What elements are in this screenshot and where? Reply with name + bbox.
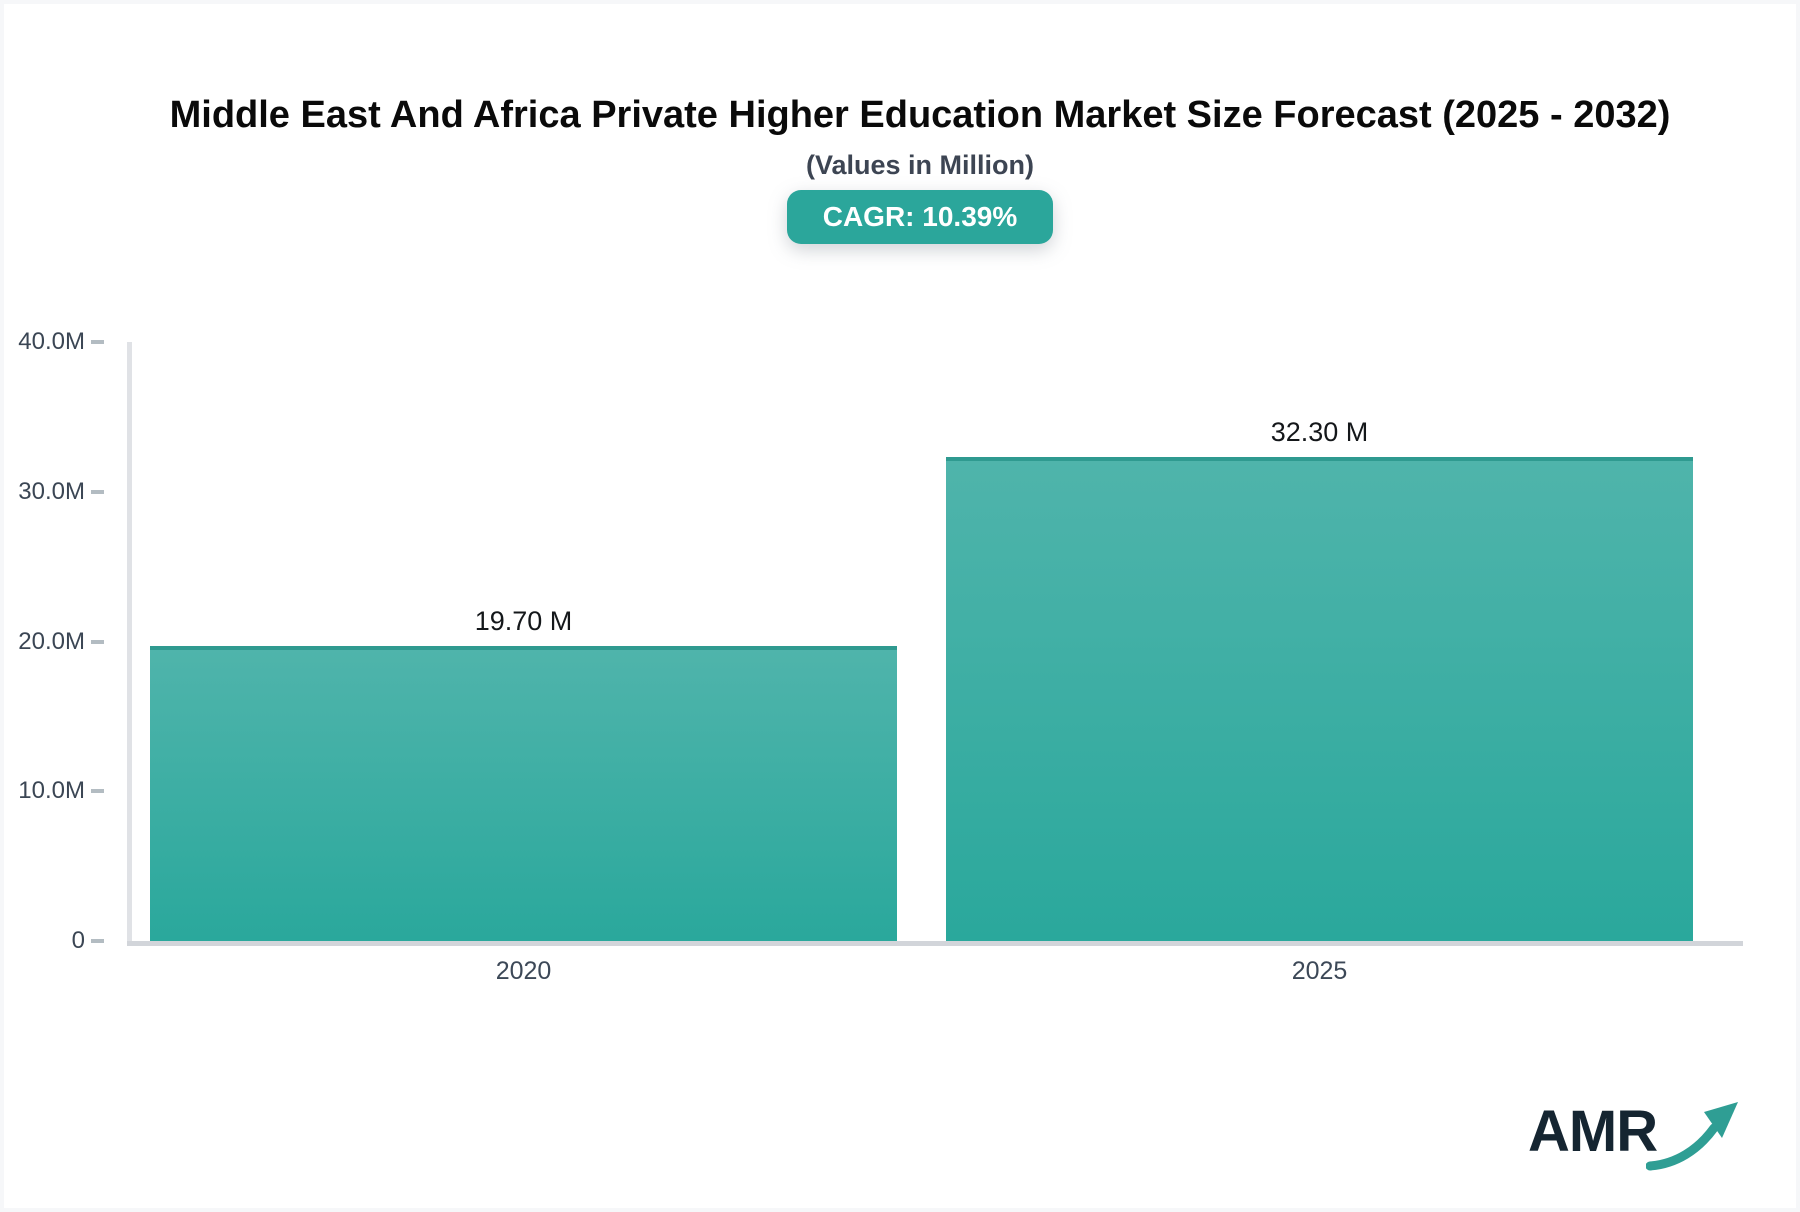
chart-subtitle: (Values in Million)	[805, 149, 1035, 180]
bar-2020[interactable]	[150, 646, 897, 941]
y-axis-tick-label: 10.0M	[18, 777, 85, 805]
chart-header: Middle East And Africa Private Higher Ed…	[40, 92, 1800, 244]
y-axis-tick-label: 0	[71, 927, 85, 954]
amr-logo: AMR	[1528, 1092, 1738, 1182]
y-axis-tick-label: 20.0M	[18, 627, 85, 655]
chart-title: Middle East And Africa Private Higher Ed…	[169, 94, 1671, 136]
y-axis-tick-mark	[91, 939, 104, 943]
y-axis-tick-mark	[91, 489, 104, 494]
growth-arrow-icon	[1646, 1102, 1738, 1171]
x-axis-line	[127, 941, 1743, 946]
x-axis-label: 2025	[1291, 957, 1348, 985]
cagr-badge: CAGR: 10.39%	[786, 189, 1054, 244]
y-axis-tick-label: 30.0M	[18, 477, 85, 505]
bar-value-label: 19.70 M	[474, 606, 573, 636]
y-axis-tick-mark	[91, 639, 104, 644]
bar-2025[interactable]	[946, 457, 1693, 941]
amr-logo-text: AMR	[1528, 1099, 1658, 1164]
y-axis-line	[127, 342, 132, 946]
y-axis-tick-mark	[91, 789, 104, 794]
y-axis-tick-label: 40.0M	[18, 328, 85, 355]
y-axis-tick-mark	[91, 340, 104, 344]
bar-value-label: 32.30 M	[1270, 417, 1369, 447]
x-axis-label: 2020	[495, 957, 552, 985]
